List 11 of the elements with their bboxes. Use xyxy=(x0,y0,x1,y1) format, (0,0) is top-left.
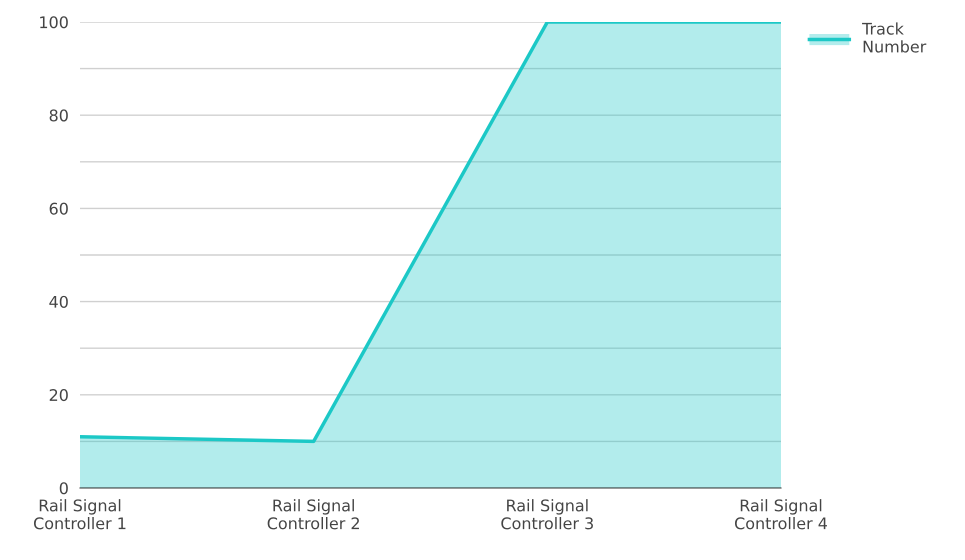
x-tick-label: Rail Signal Controller 1 xyxy=(34,499,126,530)
x-tick-label: Rail Signal Controller 4 xyxy=(734,499,828,530)
y-tick-label: 80 xyxy=(50,109,68,122)
legend-label: Track Number xyxy=(862,22,926,53)
x-tick-label: Rail Signal Controller 2 xyxy=(268,499,359,530)
y-tick-label: 20 xyxy=(50,389,68,402)
y-tick-label: 100 xyxy=(40,16,68,28)
y-tick-label: 0 xyxy=(60,482,68,494)
y-tick-label: 60 xyxy=(50,202,68,215)
x-tick-label: Rail Signal Controller 3 xyxy=(501,499,593,530)
y-tick-label: 40 xyxy=(49,296,68,308)
